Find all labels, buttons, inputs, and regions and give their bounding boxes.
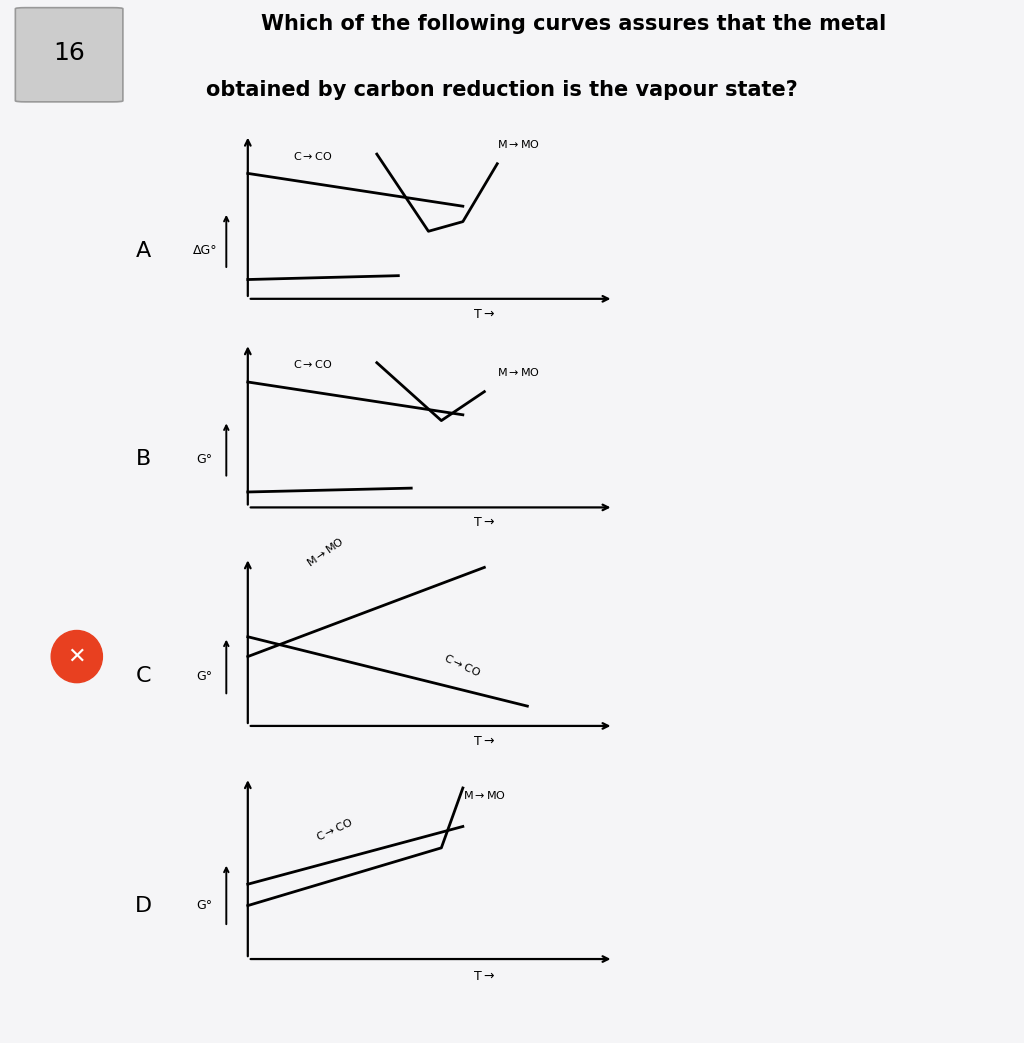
Text: G°: G° (197, 899, 213, 912)
Text: ΔG°: ΔG° (193, 244, 217, 257)
FancyBboxPatch shape (15, 7, 123, 102)
Text: M$\rightarrow$MO: M$\rightarrow$MO (498, 366, 541, 379)
Text: G°: G° (197, 453, 213, 465)
Text: G°: G° (197, 670, 213, 683)
Text: A: A (136, 241, 151, 261)
Text: C$\rightarrow$CO: C$\rightarrow$CO (442, 651, 483, 678)
Text: C$\rightarrow$CO: C$\rightarrow$CO (313, 816, 354, 844)
Text: B: B (136, 450, 151, 469)
Text: ✕: ✕ (68, 647, 86, 666)
Text: T$\rightarrow$: T$\rightarrow$ (473, 308, 496, 321)
Text: T$\rightarrow$: T$\rightarrow$ (473, 516, 496, 530)
Text: obtained by carbon reduction is the vapour state?: obtained by carbon reduction is the vapo… (206, 80, 798, 100)
Text: T$\rightarrow$: T$\rightarrow$ (473, 970, 496, 983)
Text: M$\rightarrow$MO: M$\rightarrow$MO (498, 139, 541, 150)
Text: C$\rightarrow$CO: C$\rightarrow$CO (293, 359, 332, 370)
Text: C: C (135, 666, 152, 686)
Text: 16: 16 (53, 41, 86, 65)
Text: D: D (135, 896, 152, 916)
Text: M$\rightarrow$MO: M$\rightarrow$MO (463, 789, 506, 801)
Text: T$\rightarrow$: T$\rightarrow$ (473, 735, 496, 748)
Text: C$\rightarrow$CO: C$\rightarrow$CO (293, 150, 332, 162)
Text: Which of the following curves assures that the metal: Which of the following curves assures th… (261, 15, 886, 34)
Text: M$\rightarrow$MO: M$\rightarrow$MO (304, 535, 346, 569)
